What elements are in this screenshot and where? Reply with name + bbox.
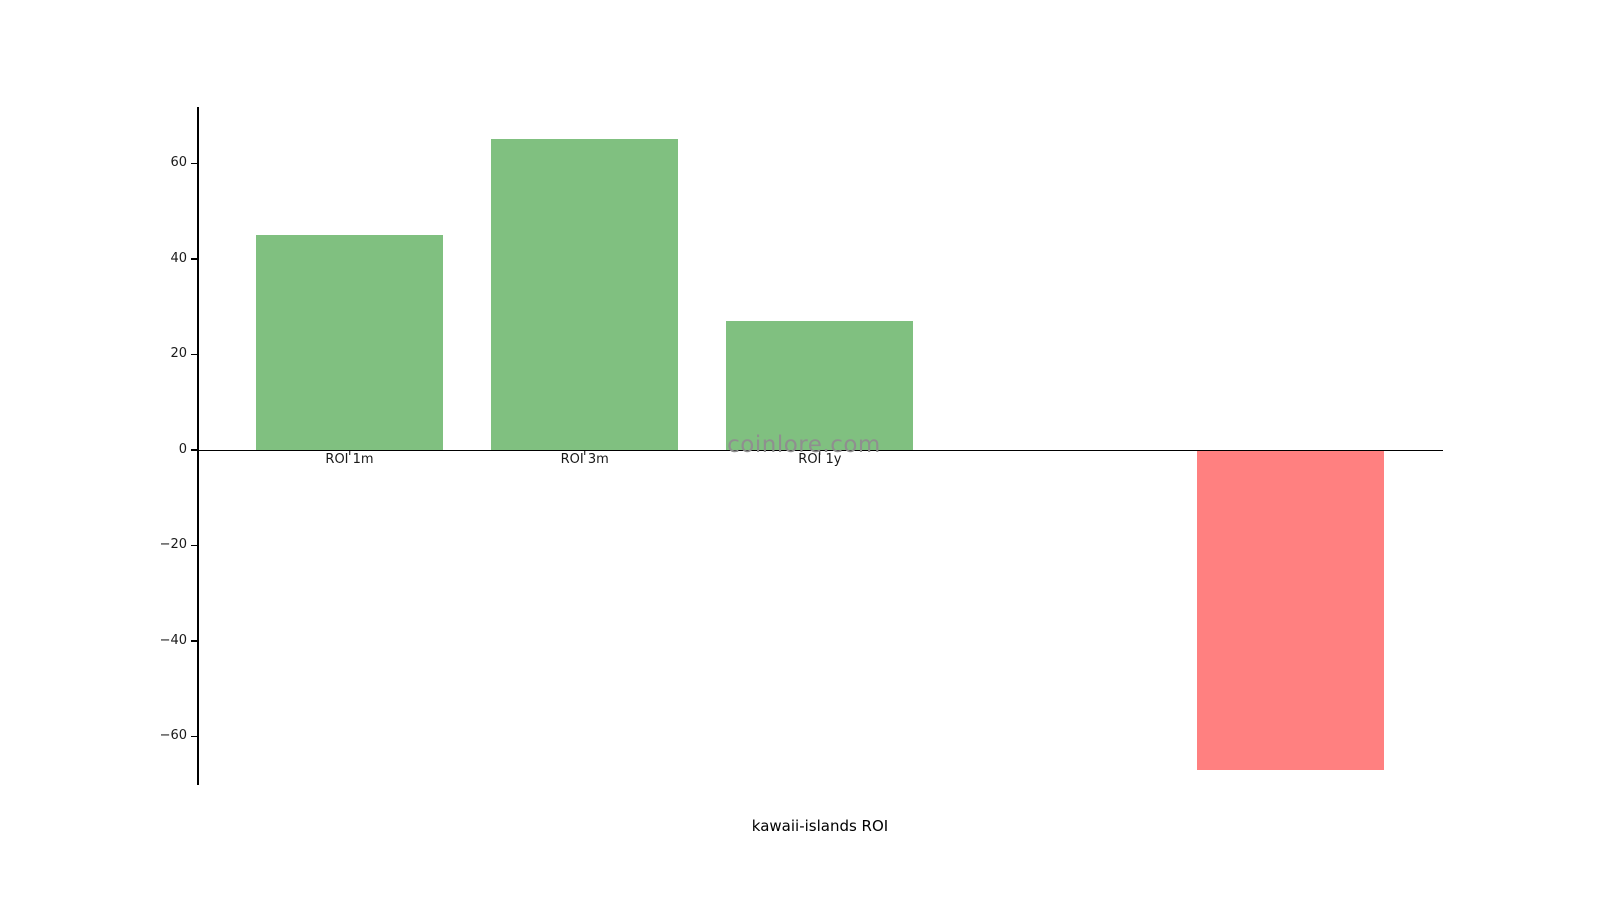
x-tick-label: ROI 3m	[560, 451, 609, 467]
y-axis-tick	[191, 640, 197, 642]
y-axis-tick	[191, 353, 197, 356]
y-axis-tick	[191, 258, 197, 260]
x-tick-label: ROI 1y	[798, 451, 842, 467]
coinlore-watermark: coinlore.com	[727, 432, 881, 458]
y-tick-label: 0	[178, 441, 187, 457]
bar-negative	[1196, 449, 1384, 770]
y-tick-label: −60	[159, 728, 187, 744]
x-axis-tick	[348, 449, 351, 455]
bar-positive	[256, 234, 443, 450]
x-axis-tick	[819, 449, 821, 455]
x-axis-tick	[583, 449, 586, 455]
bar-positive	[491, 139, 679, 450]
y-axis-tick	[191, 162, 197, 165]
x-axis-title: kawaii-islands ROI	[751, 817, 889, 835]
y-tick-label: −20	[159, 537, 187, 553]
x-tick-label: ROI 1m	[325, 451, 374, 467]
y-tick-label: 60	[170, 155, 187, 171]
y-axis-tick	[191, 544, 197, 547]
y-tick-label: 20	[170, 346, 187, 362]
bar-positive	[726, 320, 914, 450]
y-axis-tick	[191, 449, 197, 451]
y-tick-label: −40	[159, 632, 187, 648]
y-axis-tick	[191, 735, 197, 738]
y-axis-line	[197, 107, 199, 785]
y-tick-label: 40	[170, 250, 187, 266]
